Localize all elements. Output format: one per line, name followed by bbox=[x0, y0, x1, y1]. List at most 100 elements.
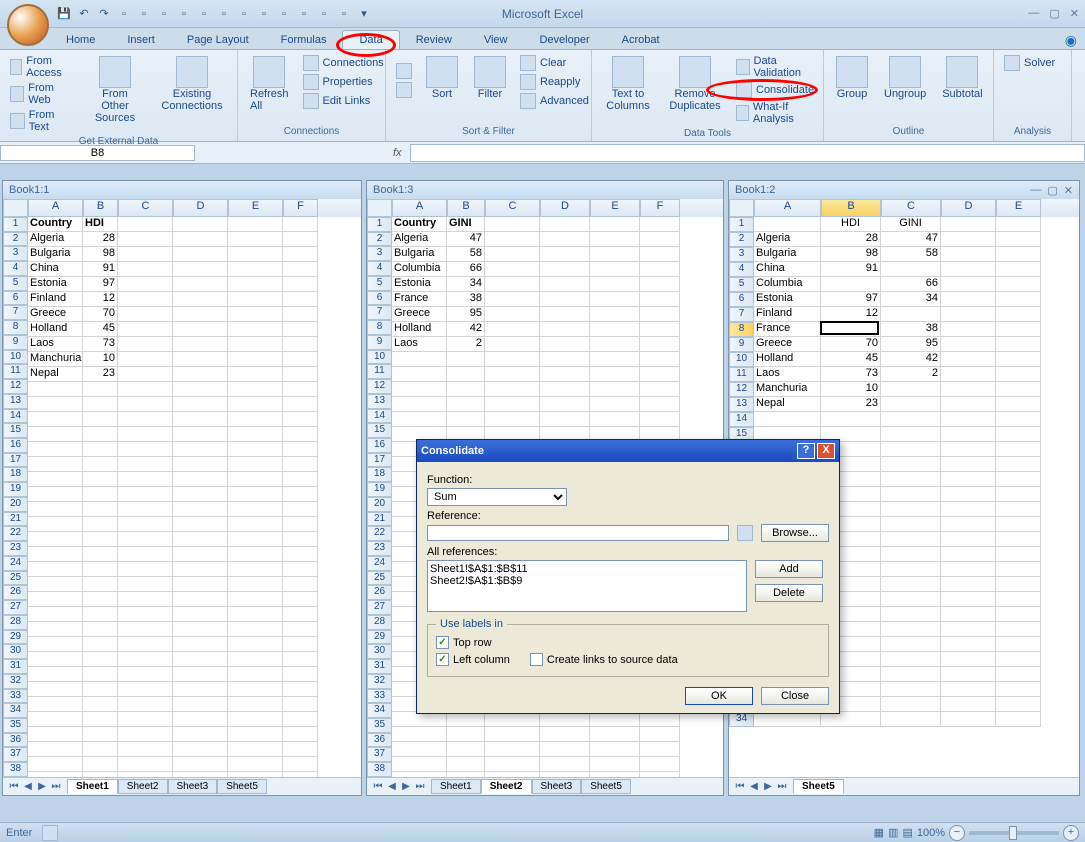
cell[interactable] bbox=[881, 382, 941, 397]
maximize-icon[interactable]: ▢ bbox=[1047, 184, 1057, 197]
row-header[interactable]: 1 bbox=[3, 217, 28, 232]
row-header[interactable]: 12 bbox=[729, 382, 754, 397]
cell[interactable] bbox=[283, 292, 318, 307]
cell[interactable] bbox=[283, 592, 318, 607]
row-header[interactable]: 38 bbox=[367, 762, 392, 777]
cell[interactable] bbox=[83, 652, 118, 667]
column-header[interactable]: C bbox=[485, 199, 540, 217]
cell[interactable] bbox=[118, 562, 173, 577]
cell[interactable] bbox=[28, 532, 83, 547]
cell[interactable]: 38 bbox=[881, 322, 941, 337]
cell[interactable] bbox=[228, 547, 283, 562]
cell[interactable] bbox=[173, 367, 228, 382]
fx-icon[interactable]: fx bbox=[385, 147, 410, 159]
cell[interactable]: 47 bbox=[447, 232, 485, 247]
row-header[interactable]: 26 bbox=[3, 585, 28, 600]
undo-icon[interactable]: ↶ bbox=[75, 5, 93, 23]
sort-za-button[interactable] bbox=[392, 81, 416, 99]
cell[interactable]: Country bbox=[392, 217, 447, 232]
qat-icon[interactable]: ▫ bbox=[155, 5, 173, 23]
view-break-icon[interactable]: ▤ bbox=[902, 826, 912, 839]
cell[interactable] bbox=[28, 427, 83, 442]
cell[interactable] bbox=[640, 232, 680, 247]
cell[interactable] bbox=[283, 247, 318, 262]
cell[interactable] bbox=[28, 742, 83, 757]
cell[interactable] bbox=[28, 727, 83, 742]
tab-nav-button[interactable]: ⏭ bbox=[413, 781, 427, 792]
cell[interactable] bbox=[118, 577, 173, 592]
qat-icon[interactable]: ▫ bbox=[235, 5, 253, 23]
row-header[interactable]: 4 bbox=[367, 261, 392, 276]
row-header[interactable]: 27 bbox=[3, 600, 28, 615]
cell[interactable] bbox=[485, 322, 540, 337]
from-web-button[interactable]: From Web bbox=[6, 81, 77, 107]
cell[interactable] bbox=[996, 472, 1041, 487]
row-header[interactable]: 29 bbox=[3, 630, 28, 645]
column-header[interactable]: E bbox=[228, 199, 283, 217]
browse-button[interactable]: Browse... bbox=[761, 524, 829, 542]
cell[interactable] bbox=[283, 772, 318, 777]
cell[interactable] bbox=[228, 742, 283, 757]
cell[interactable] bbox=[173, 217, 228, 232]
cell[interactable] bbox=[283, 682, 318, 697]
cell[interactable] bbox=[590, 247, 640, 262]
sheet-tab[interactable]: Sheet5 bbox=[793, 779, 844, 794]
cell[interactable] bbox=[447, 712, 485, 727]
row-header[interactable]: 34 bbox=[3, 703, 28, 718]
cell[interactable] bbox=[590, 772, 640, 777]
cell[interactable]: Columbia bbox=[392, 262, 447, 277]
cell[interactable]: 28 bbox=[821, 232, 881, 247]
cell[interactable] bbox=[228, 637, 283, 652]
cell[interactable] bbox=[485, 727, 540, 742]
ungroup-button[interactable]: Ungroup bbox=[878, 54, 932, 102]
cell[interactable] bbox=[28, 667, 83, 682]
cell[interactable] bbox=[228, 292, 283, 307]
cell[interactable] bbox=[283, 532, 318, 547]
formula-bar[interactable] bbox=[410, 144, 1085, 162]
cell[interactable]: 23 bbox=[83, 367, 118, 382]
cell[interactable] bbox=[996, 247, 1041, 262]
cell[interactable] bbox=[881, 607, 941, 622]
cell[interactable] bbox=[118, 502, 173, 517]
cell[interactable] bbox=[941, 352, 996, 367]
qat-icon[interactable]: ▫ bbox=[295, 5, 313, 23]
cell[interactable] bbox=[540, 727, 590, 742]
cell[interactable]: Finland bbox=[754, 307, 821, 322]
cell[interactable] bbox=[118, 547, 173, 562]
cell[interactable] bbox=[173, 637, 228, 652]
cell[interactable]: 10 bbox=[821, 382, 881, 397]
sheet-tab[interactable]: Sheet5 bbox=[581, 779, 631, 794]
sheet-tab[interactable]: Sheet3 bbox=[168, 779, 218, 794]
cell[interactable]: Nepal bbox=[28, 367, 83, 382]
group-button[interactable]: Group bbox=[830, 54, 874, 102]
connections-button[interactable]: Connections bbox=[299, 54, 388, 72]
ok-button[interactable]: OK bbox=[685, 687, 753, 705]
cell[interactable] bbox=[590, 712, 640, 727]
cell[interactable] bbox=[485, 217, 540, 232]
cell[interactable] bbox=[640, 352, 680, 367]
cell[interactable] bbox=[283, 337, 318, 352]
cell[interactable] bbox=[640, 247, 680, 262]
row-header[interactable]: 3 bbox=[729, 247, 754, 262]
cell[interactable] bbox=[821, 712, 881, 727]
row-header[interactable]: 15 bbox=[367, 423, 392, 438]
cell[interactable] bbox=[83, 712, 118, 727]
remove-duplicates-button[interactable]: Remove Duplicates bbox=[662, 54, 728, 114]
cell[interactable] bbox=[881, 652, 941, 667]
cell[interactable] bbox=[83, 562, 118, 577]
cell[interactable] bbox=[540, 757, 590, 772]
cell[interactable] bbox=[996, 397, 1041, 412]
cell[interactable] bbox=[392, 742, 447, 757]
cell[interactable] bbox=[540, 277, 590, 292]
row-header[interactable]: 37 bbox=[367, 747, 392, 762]
cell[interactable] bbox=[941, 487, 996, 502]
cell[interactable] bbox=[83, 637, 118, 652]
cell[interactable]: 38 bbox=[447, 292, 485, 307]
cell[interactable] bbox=[283, 517, 318, 532]
cell[interactable] bbox=[28, 712, 83, 727]
cell[interactable] bbox=[118, 427, 173, 442]
row-header[interactable]: 2 bbox=[729, 232, 754, 247]
cell[interactable] bbox=[173, 292, 228, 307]
cell[interactable] bbox=[118, 472, 173, 487]
row-header[interactable]: 17 bbox=[3, 453, 28, 468]
